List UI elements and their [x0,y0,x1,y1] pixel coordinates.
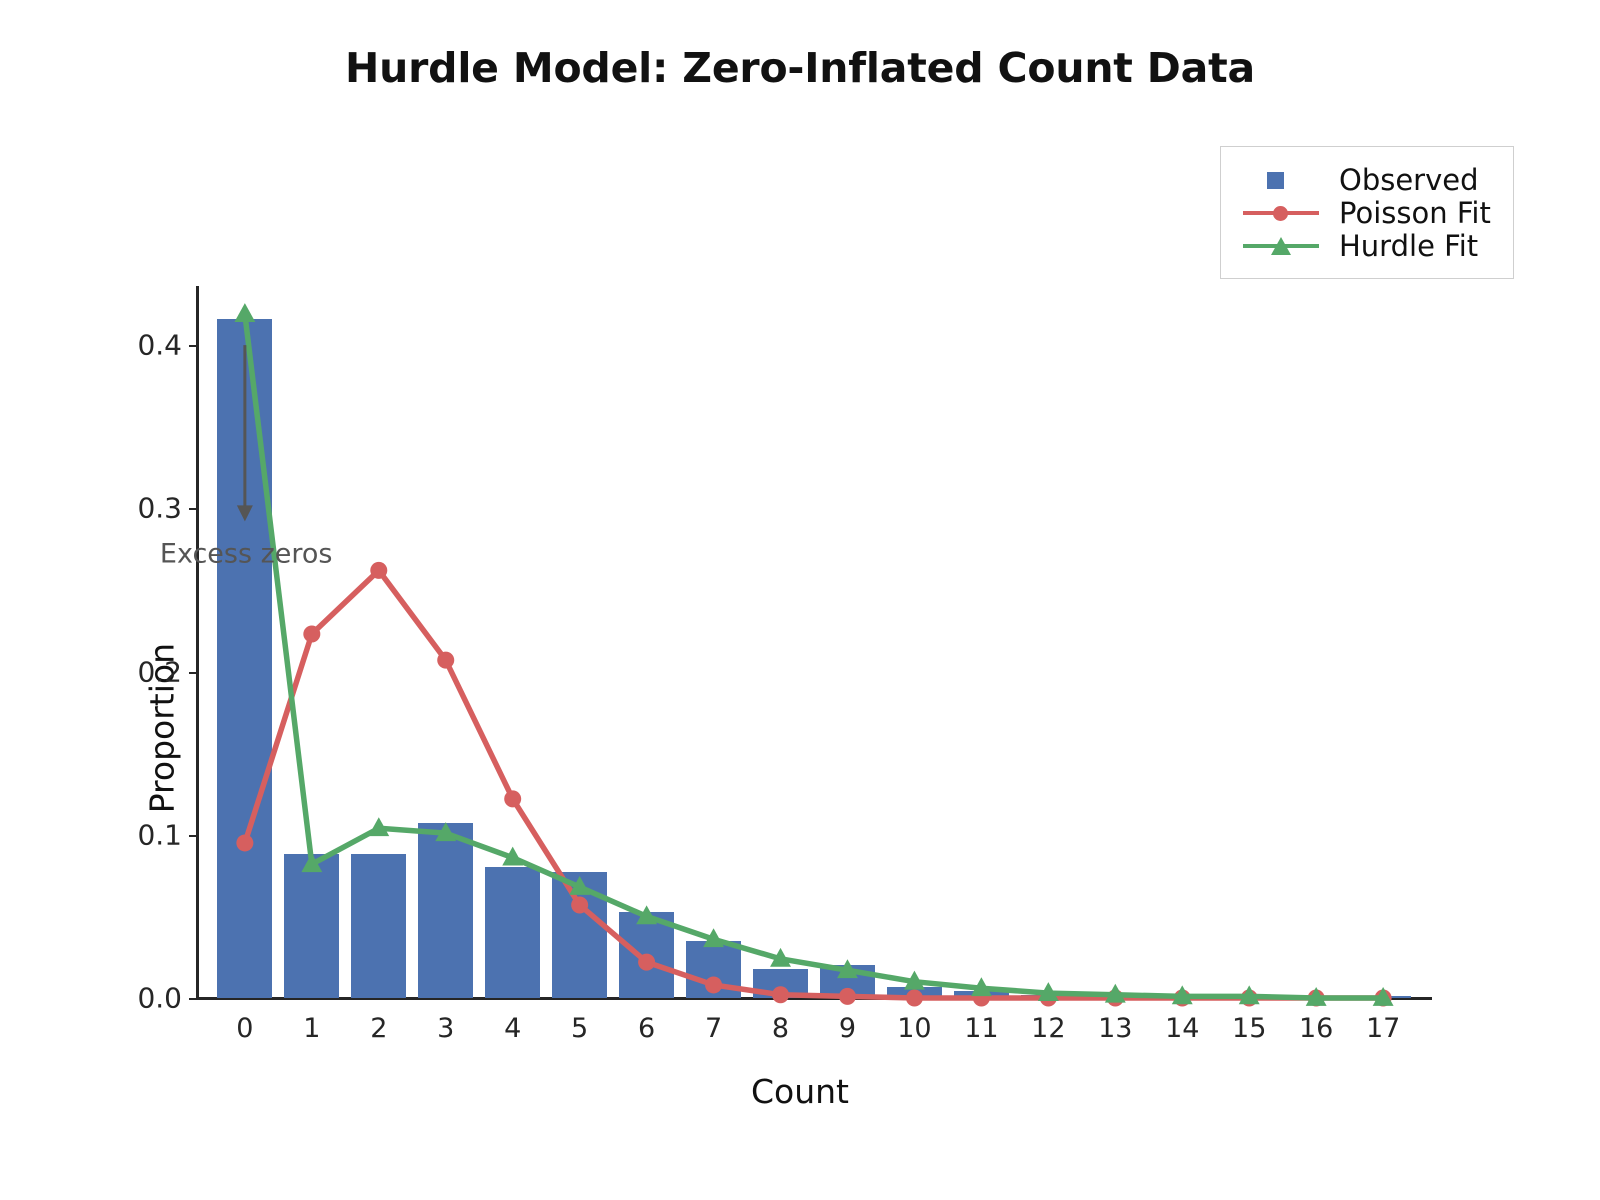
legend-item-hurdle-fit[interactable]: Hurdle Fit [1239,228,1491,263]
x-tick-label: 12 [1031,1013,1066,1044]
legend-line-triangle-icon [1239,229,1323,262]
legend-line-circle-icon [1239,196,1323,229]
x-tick-label: 7 [704,1013,723,1044]
y-axis-spine [196,286,199,1000]
y-tick-label: 0.0 [137,981,182,1015]
x-tick-label: 11 [964,1013,999,1044]
annotation-label: Excess zeros [159,538,333,570]
x-tick-label: 2 [370,1013,388,1044]
x-tick-label: 5 [571,1013,589,1044]
legend-label: Observed [1339,162,1479,197]
x-tick-label: 14 [1165,1013,1200,1044]
y-tick-mark [189,345,198,348]
legend-swatch-icon [1239,163,1323,196]
y-tick-label: 0.2 [137,655,182,689]
x-tick-label: 16 [1298,1013,1334,1044]
y-tick-mark [189,508,198,511]
plot-area: 0.0 0.1 0.2 0.3 0.4 Excess zeros [137,288,1430,1015]
x-tick-label: 9 [838,1013,857,1044]
legend-label: Poisson Fit [1339,195,1491,230]
chart-title: Hurdle Model: Zero-Inflated Count Data [345,44,1255,92]
x-tick-label: 3 [437,1013,455,1044]
y-tick-label: 0.3 [137,491,182,525]
annotation-arrow-icon [236,345,253,522]
legend-item-poisson-fit[interactable]: Poisson Fit [1239,195,1491,230]
legend-label: Hurdle Fit [1339,228,1479,263]
x-tick-label: 4 [504,1013,522,1044]
x-tick-label: 0 [236,1013,254,1044]
legend-item-observed[interactable]: Observed [1239,162,1491,197]
y-tick-mark [189,998,198,1000]
y-tick-label: 0.1 [137,818,182,852]
x-tick-label: 17 [1365,1013,1401,1044]
y-tick-mark [189,834,198,837]
x-tick-label: 6 [638,1013,656,1044]
y-axis-label-host: Proportion [143,288,182,998]
y-tick-label: 0.4 [137,328,182,362]
x-axis-label: Count [750,1072,849,1111]
x-tick-label: 8 [771,1013,790,1044]
x-tick-label: 1 [303,1013,321,1044]
x-tick-label: 15 [1232,1013,1267,1044]
x-tick-label: 10 [897,1013,932,1044]
x-tick-label: 13 [1098,1013,1133,1044]
y-tick-mark [189,671,198,674]
chart-legend: Observed Poisson Fit Hurdle Fit [1220,146,1514,279]
